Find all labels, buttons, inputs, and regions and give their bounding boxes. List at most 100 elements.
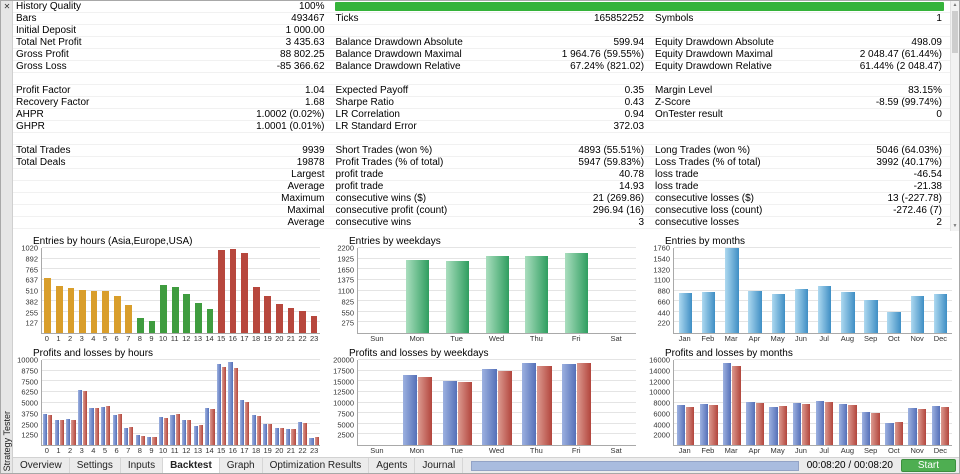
x-tick-label: 1: [56, 334, 61, 343]
y-tick-label: 220: [657, 318, 670, 328]
bar: [44, 278, 52, 333]
bar-loss: [709, 405, 718, 445]
bar-slot: [477, 360, 517, 445]
x-tick-label: 15: [217, 446, 226, 455]
x-tick-label: 11: [170, 446, 179, 455]
gridline: [42, 412, 320, 414]
gridline: [42, 422, 320, 424]
stat-label: Margin Level: [655, 85, 713, 96]
bar-profit: [193, 425, 198, 445]
y-tick-label: 20000: [333, 355, 354, 365]
tab-inputs[interactable]: Inputs: [121, 458, 164, 473]
bar-slot: [77, 248, 89, 333]
bar-slot: [181, 360, 193, 445]
chart-body: 220 440 660 880 1100 1320 1540 1760 Jan Feb Mar Apr…: [647, 244, 957, 345]
tab-optimization-results[interactable]: Optimization Results: [263, 458, 370, 473]
x-tick-label: 1: [56, 446, 61, 455]
bar-slot: [517, 360, 557, 445]
y-tick-label: 7500: [21, 377, 38, 386]
bar-slot: [859, 360, 882, 445]
x-tick-label: 13: [193, 334, 203, 343]
stat-value: 100%: [298, 1, 325, 12]
x-tick-label: Mar: [724, 446, 738, 455]
bar-loss: [940, 407, 950, 445]
y-tick-label: 4000: [653, 420, 670, 429]
plot-column: Jan Feb Mar Apr May Jun Jul Aug Sep Oct Nov Dec: [673, 247, 952, 345]
stat-value: 3992 (40.17%): [876, 157, 942, 168]
stat-value: 83.15%: [908, 85, 942, 96]
tab-backtest[interactable]: Backtest: [163, 458, 220, 473]
bar-loss: [801, 403, 811, 445]
tab-journal[interactable]: Journal: [415, 458, 464, 473]
chart-title: Entries by months: [665, 236, 746, 247]
stat-cell: Profit Trades (% of total) 5947 (59.83%): [333, 157, 653, 168]
stat-cell: Equity Drawdown Relative 61.44% (2 048.47…: [652, 61, 950, 72]
bar-profit: [274, 427, 279, 445]
tab-overview[interactable]: Overview: [13, 458, 70, 473]
y-tick-label: 17500: [333, 366, 354, 376]
bar-loss: [303, 422, 308, 445]
chart-body: 127 255 382 510 637 765 892 1020 0 1 2 3 4 5 6 7 8 9 10 11 1…: [15, 244, 325, 345]
bar-profit: [101, 407, 106, 445]
bar-slot: [285, 248, 297, 333]
stat-cell: Loss Trades (% of total) 3992 (40.17%): [652, 157, 950, 168]
y-tick-label: 1100: [337, 286, 354, 296]
bar-slot: [227, 360, 239, 445]
bar-slot: [790, 360, 813, 445]
tab-agents[interactable]: Agents: [369, 458, 416, 473]
bar-slot: [169, 360, 181, 445]
bar-loss: [140, 435, 146, 445]
stat-value: 88 802.25: [280, 49, 325, 60]
bar-slot: [54, 248, 66, 333]
stat-cell: LR Correlation 0.94: [333, 109, 653, 120]
bar-slot: [596, 248, 636, 333]
bar-profit: [746, 401, 755, 445]
scroll-up-icon[interactable]: ▲: [952, 2, 958, 8]
x-tick-label: 2: [67, 334, 73, 343]
stats-row: Average consecutive wins 3 consecutive loss…: [13, 217, 950, 229]
bar-slot: [88, 360, 100, 445]
scroll-down-icon[interactable]: ▼: [952, 223, 958, 229]
bar-slot: [250, 248, 262, 333]
bar-profit: [815, 400, 825, 445]
stat-label: consecutive wins: [335, 217, 412, 228]
x-tick-label: 23: [310, 334, 319, 343]
x-tick-label: 22: [298, 446, 307, 455]
stat-label: Equity Drawdown Absolute: [655, 37, 774, 48]
stat-value: Average: [287, 181, 325, 192]
stat-cell: Sharpe Ratio 0.43: [333, 97, 653, 108]
y-tick-label: 255: [25, 308, 38, 317]
stat-value: 1.0002 (0.02%): [256, 109, 325, 120]
x-tick-label: Jan: [678, 334, 691, 343]
bar-slot: [274, 248, 286, 333]
x-axis-labels: Jan Feb Mar Apr May Jun Jul Aug Sep Oct Nov Dec: [673, 446, 952, 457]
tab-graph[interactable]: Graph: [220, 458, 263, 473]
backtest-report: History Quality 100% Bars 493467 Ticks 1658…: [13, 1, 959, 457]
vertical-scrollbar[interactable]: ▲ ▼: [950, 1, 959, 231]
stat-value: 165852252: [593, 13, 645, 24]
plot-column: Jan Feb Mar Apr May Jun Jul Aug Sep Oct Nov Dec: [673, 359, 952, 457]
start-button[interactable]: Start: [900, 459, 956, 472]
stat-label: LR Correlation: [335, 109, 400, 120]
tab-settings[interactable]: Settings: [70, 458, 121, 473]
x-tick-label: 19: [263, 334, 272, 343]
stat-label: Profit Trades (% of total): [335, 157, 444, 168]
stat-cell: Profit Factor 1.04: [13, 85, 333, 96]
bar-slot: [859, 248, 882, 333]
scrollbar-thumb[interactable]: [952, 11, 958, 53]
y-tick-label: 10000: [649, 387, 670, 397]
stats-row: Largest profit trade 40.78 loss trade -46.54: [13, 169, 950, 181]
bar-loss: [106, 406, 111, 445]
bar-slot: [297, 248, 309, 333]
bar-profit: [205, 408, 210, 445]
bar-loss: [314, 437, 319, 445]
close-icon[interactable]: ✕: [3, 2, 11, 11]
y-tick-label: 16000: [649, 355, 670, 365]
panel-title: Strategy Tester: [2, 410, 12, 471]
bar-loss: [871, 413, 880, 445]
stat-label: loss trade: [655, 181, 699, 192]
chart-plot: [673, 359, 952, 446]
stat-value: 2: [936, 217, 942, 228]
bar-loss: [245, 402, 250, 445]
test-time: 00:08:20 / 00:08:20: [806, 460, 893, 471]
